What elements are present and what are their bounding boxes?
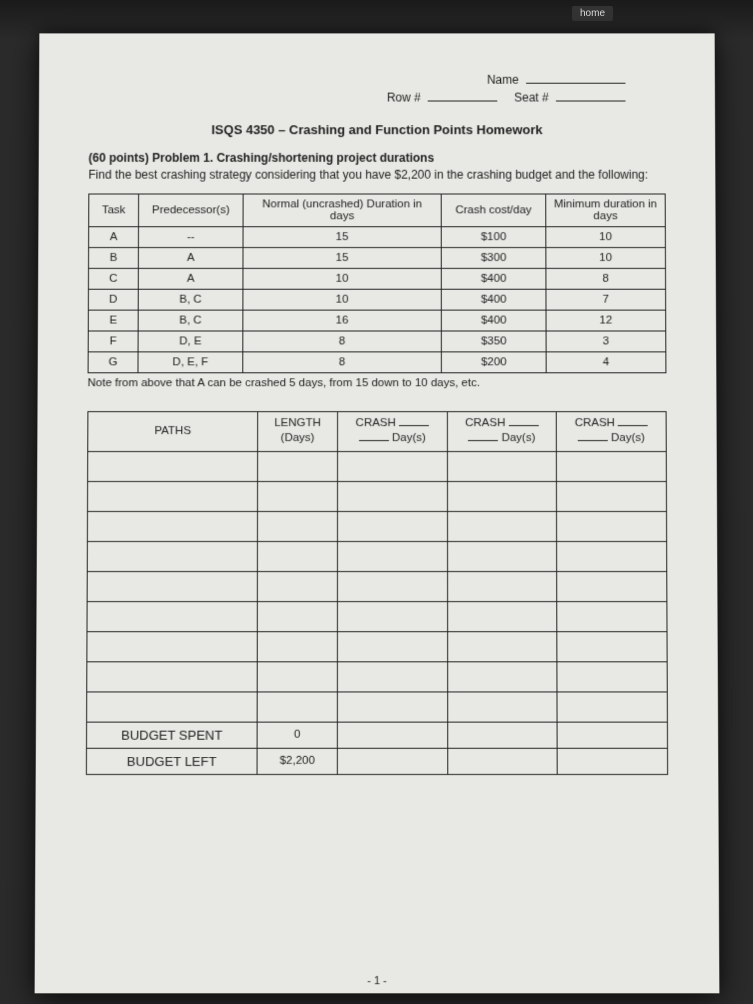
- table-note: Note from above that A can be crashed 5 …: [87, 377, 666, 389]
- col-pred: Predecessor(s): [138, 194, 243, 227]
- row-input-line[interactable]: [427, 101, 497, 102]
- name-input-line[interactable]: [526, 83, 625, 84]
- col-paths: PATHS: [87, 411, 257, 451]
- budget-spent-row: BUDGET SPENT 0: [86, 722, 667, 748]
- table-row: EB, C16$40012: [88, 310, 665, 331]
- name-label: Name: [486, 73, 518, 87]
- table-row: [86, 692, 667, 722]
- col-crash-3: CRASH Day(s): [556, 411, 666, 451]
- task-table: Task Predecessor(s) Normal (uncrashed) D…: [87, 193, 666, 373]
- col-crash-2: CRASH Day(s): [447, 411, 557, 451]
- table-row: CA10$4008: [88, 268, 665, 289]
- table-row: [87, 541, 667, 571]
- col-task: Task: [88, 194, 138, 227]
- problem-heading: (60 points) Problem 1. Crashing/shorteni…: [88, 151, 665, 165]
- col-cost: Crash cost/day: [441, 194, 546, 227]
- col-normal: Normal (uncrashed) Duration in days: [243, 194, 441, 227]
- page-number: - 1 -: [34, 975, 719, 987]
- keyboard-key-home: home: [572, 6, 613, 21]
- page-title: ISQS 4350 – Crashing and Function Points…: [88, 122, 665, 137]
- table-row: BA15$30010: [88, 247, 665, 268]
- budget-spent-value: 0: [257, 722, 337, 748]
- budget-left-row: BUDGET LEFT $2,200: [86, 748, 667, 774]
- seat-input-line[interactable]: [555, 101, 625, 102]
- row-label: Row #: [386, 91, 420, 105]
- col-min: Minimum duration in days: [545, 194, 665, 227]
- table-row: [86, 632, 666, 662]
- budget-left-label: BUDGET LEFT: [86, 748, 257, 774]
- col-length: LENGTH (Days): [257, 411, 337, 451]
- paths-table: PATHS LENGTH (Days) CRASH Day(s) CRASH D…: [85, 411, 667, 775]
- table-row: GD, E, F8$2004: [88, 352, 666, 373]
- col-crash-1: CRASH Day(s): [337, 411, 447, 451]
- table-row: [87, 451, 666, 481]
- seat-label: Seat #: [514, 91, 549, 105]
- problem-body: Find the best crashing strategy consider…: [88, 167, 665, 184]
- table-row: [87, 511, 666, 541]
- table-row: [86, 662, 667, 692]
- budget-spent-label: BUDGET SPENT: [86, 722, 257, 748]
- table-row: [86, 601, 666, 631]
- table-row: A--15$10010: [88, 227, 665, 248]
- header-fields: Name Row # Seat #: [88, 73, 665, 105]
- table-row: FD, E8$3503: [88, 331, 666, 352]
- worksheet-page: Name Row # Seat # ISQS 4350 – Crashing a…: [34, 33, 719, 993]
- table-row: [87, 481, 666, 511]
- table-row: [87, 571, 667, 601]
- table-row: DB, C10$4007: [88, 289, 665, 310]
- budget-left-value: $2,200: [257, 748, 337, 774]
